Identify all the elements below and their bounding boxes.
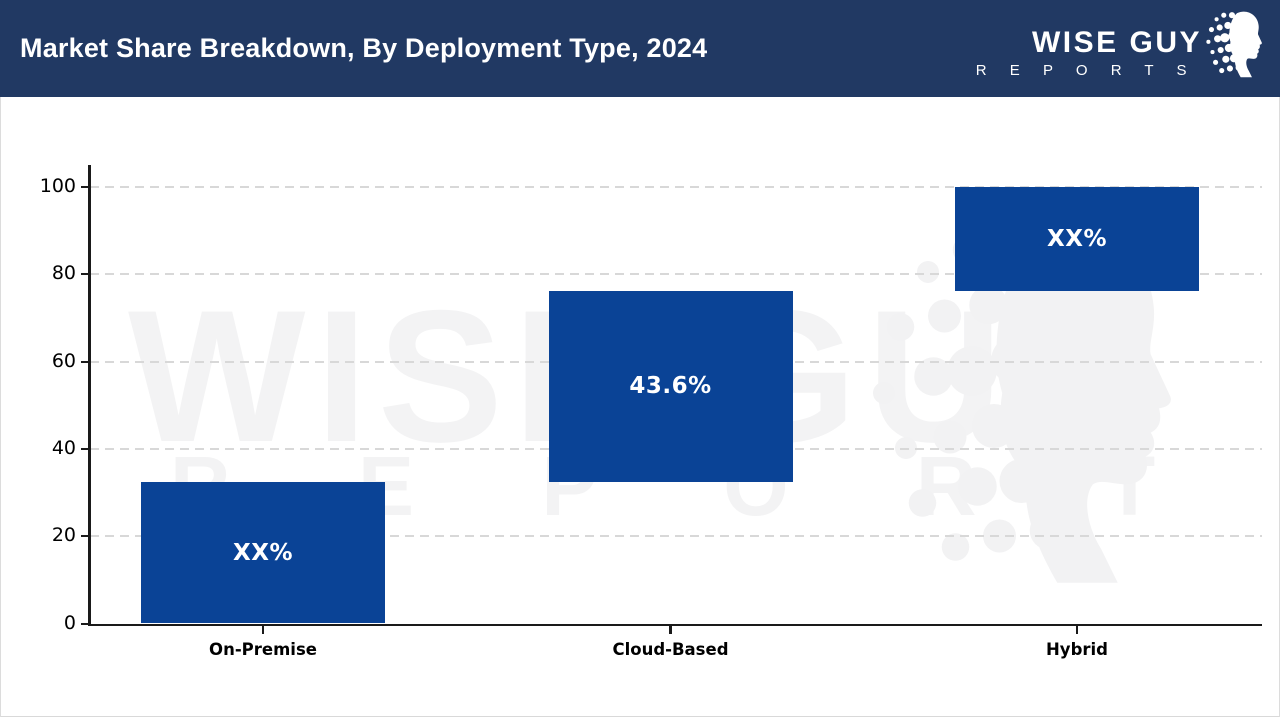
x-axis-line: [88, 623, 1262, 626]
x-axis-tick: [1075, 626, 1079, 634]
bar-value-label: XX%: [1046, 226, 1107, 253]
y-tick-label: 20: [51, 524, 76, 547]
logo-face-icon: [1206, 11, 1262, 78]
y-tick-label: 40: [51, 436, 76, 459]
y-tick-label: 80: [51, 262, 76, 285]
logo: WISE GUY R E P O R T S: [976, 0, 1270, 97]
bar-value-label: XX%: [232, 539, 293, 566]
page-left-hairline: [0, 97, 1, 717]
bar-hybrid: XX%: [955, 187, 1199, 292]
x-axis-tick: [261, 626, 265, 634]
y-axis-tick: [81, 535, 88, 538]
y-axis-tick: [81, 273, 88, 276]
y-axis-tick: [81, 622, 88, 625]
y-tick-label: 100: [39, 175, 76, 197]
header-band: Market Share Breakdown, By Deployment Ty…: [0, 0, 1280, 97]
y-axis-tick: [81, 360, 88, 363]
page-bottom-hairline: [0, 715, 1280, 717]
logo-reports: R E P O R T S: [975, 62, 1196, 79]
x-tick-label: Hybrid: [1046, 640, 1108, 659]
gridline: [90, 535, 1262, 538]
x-tick-label: Cloud-Based: [612, 640, 729, 659]
gridline: [90, 186, 1262, 188]
y-axis-tick: [81, 186, 88, 188]
bar-on-premise: XX%: [141, 481, 385, 624]
y-tick-label: 0: [63, 611, 76, 634]
y-axis-tick: [81, 447, 88, 450]
bar-value-label: 43.6%: [629, 373, 712, 400]
gridline: [90, 273, 1262, 276]
x-axis-tick: [669, 626, 672, 634]
chart-title: Market Share Breakdown, By Deployment Ty…: [20, 33, 708, 63]
bar-cloud-based: 43.6%: [548, 291, 793, 482]
logo-wordmark: WISE GUY: [1031, 26, 1202, 59]
y-tick-label: 60: [51, 349, 76, 372]
y-axis-line: [88, 165, 91, 626]
x-tick-label: On-Premise: [209, 640, 317, 659]
